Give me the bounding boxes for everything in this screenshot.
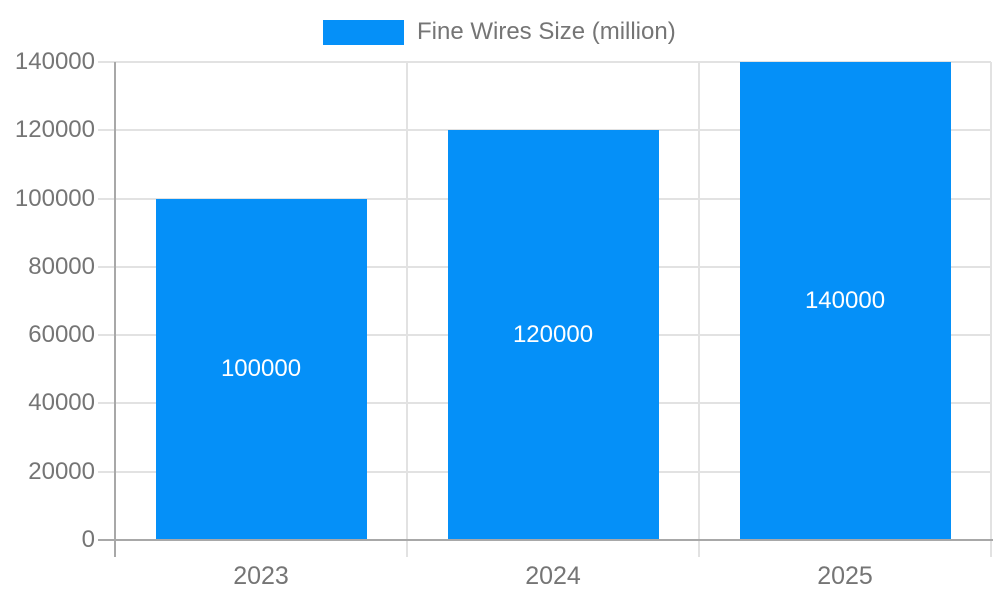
chart-legend[interactable]: Fine Wires Size (million) bbox=[323, 19, 676, 45]
bar-value-label: 100000 bbox=[220, 355, 302, 383]
y-axis-tick-label: 100000 bbox=[14, 184, 95, 212]
category-gridline bbox=[698, 62, 700, 557]
legend-swatch-icon bbox=[323, 19, 404, 45]
bar-2024[interactable] bbox=[447, 130, 659, 540]
y-axis-tick-label: 140000 bbox=[14, 48, 95, 75]
bar-2023[interactable] bbox=[155, 198, 367, 540]
x-axis-tick-label: 2024 bbox=[525, 562, 581, 590]
bar-value-label: 140000 bbox=[804, 287, 886, 314]
category-gridline bbox=[990, 62, 992, 557]
bar-value-label: 120000 bbox=[512, 321, 594, 349]
y-axis-tick-label: 120000 bbox=[14, 116, 95, 144]
x-axis-tick-label: 2023 bbox=[233, 562, 289, 590]
y-axis-tick-label: 20000 bbox=[28, 457, 95, 485]
x-axis-tick-label: 2025 bbox=[817, 562, 873, 590]
y-axis-line bbox=[114, 62, 116, 557]
x-axis-line bbox=[98, 539, 993, 541]
y-gridline bbox=[98, 61, 991, 63]
y-axis-tick-label: 60000 bbox=[28, 321, 95, 349]
bar-2025[interactable] bbox=[739, 62, 951, 540]
y-axis-tick-label: 80000 bbox=[28, 252, 95, 280]
category-gridline bbox=[406, 62, 408, 557]
legend-label: Fine Wires Size (million) bbox=[417, 18, 676, 45]
y-axis-tick-label: 40000 bbox=[28, 389, 95, 417]
y-axis-tick-label: 0 bbox=[81, 526, 95, 553]
